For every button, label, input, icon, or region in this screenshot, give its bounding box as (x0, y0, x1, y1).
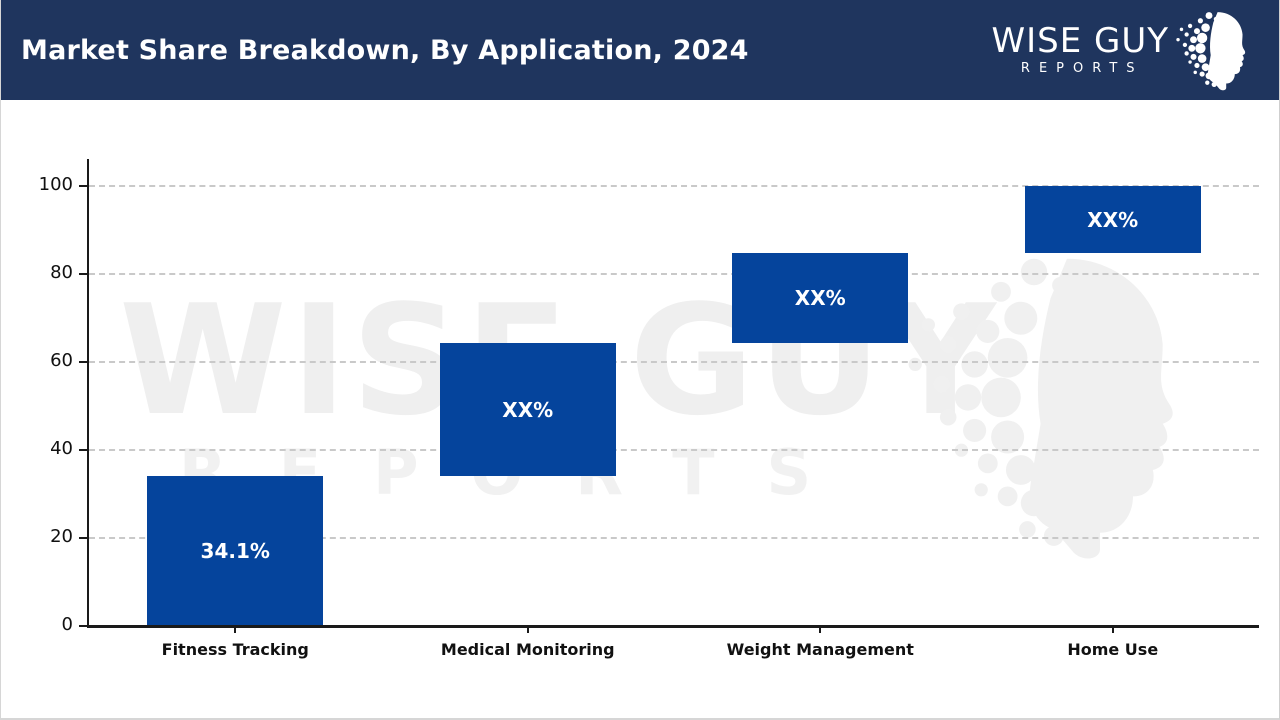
brand-logo-text: WISE GUY REPORTS (991, 20, 1169, 77)
y-tick-label: 20 (50, 526, 73, 548)
face-dots-logo-icon (1176, 12, 1246, 91)
x-tick-mark (819, 627, 822, 633)
y-tick-mark (79, 449, 87, 452)
y-tick-mark (79, 361, 87, 364)
bar-value-label: XX% (502, 397, 554, 422)
y-tick-mark (79, 185, 87, 188)
bar-home-use: XX% (1024, 186, 1201, 254)
brand-logo: WISE GUY REPORTS (991, 7, 1253, 93)
x-axis-spine (87, 625, 1259, 628)
y-tick-mark (79, 625, 87, 627)
x-tick-mark (1111, 627, 1114, 633)
bar-medical-monitoring: XX% (439, 343, 616, 477)
y-tick-label: 60 (50, 350, 73, 372)
watermark-face-dots-icon (908, 258, 1173, 559)
y-tick-label: 80 (50, 262, 73, 284)
x-tick-mark (526, 627, 529, 633)
gridline-y-60 (89, 361, 1259, 364)
x-category-label: Medical Monitoring (440, 640, 615, 659)
x-category-label: Fitness Tracking (161, 640, 309, 659)
bar-value-label: 34.1% (200, 539, 270, 564)
y-tick-label: 40 (50, 438, 73, 460)
gridline-y-100 (89, 185, 1259, 188)
x-category-label: Weight Management (726, 640, 914, 659)
brand-subtitle: REPORTS (1020, 61, 1144, 77)
x-category-label: Home Use (1067, 640, 1159, 659)
y-tick-label: 0 (61, 614, 73, 635)
bar-fitness-tracking: 34.1% (147, 476, 324, 626)
header-bar: Market Share Breakdown, By Application, … (1, 0, 1279, 100)
plot-area: 34.1% XX% XX% XX% (87, 159, 1259, 628)
gridline-y-20 (89, 537, 1259, 540)
gridline-y-80 (89, 273, 1259, 276)
y-axis-spine (87, 159, 89, 627)
bar-value-label: XX% (794, 286, 846, 311)
page-title: Market Share Breakdown, By Application, … (21, 34, 749, 66)
x-tick-mark (234, 627, 237, 633)
y-tick-mark (79, 537, 87, 540)
brand-name: WISE GUY (991, 20, 1169, 61)
bar-value-label: XX% (1087, 207, 1139, 232)
y-tick-mark (79, 273, 87, 276)
gridline-y-40 (89, 449, 1259, 452)
bar-weight-management: XX% (732, 253, 909, 344)
y-tick-label: 100 (38, 174, 73, 196)
